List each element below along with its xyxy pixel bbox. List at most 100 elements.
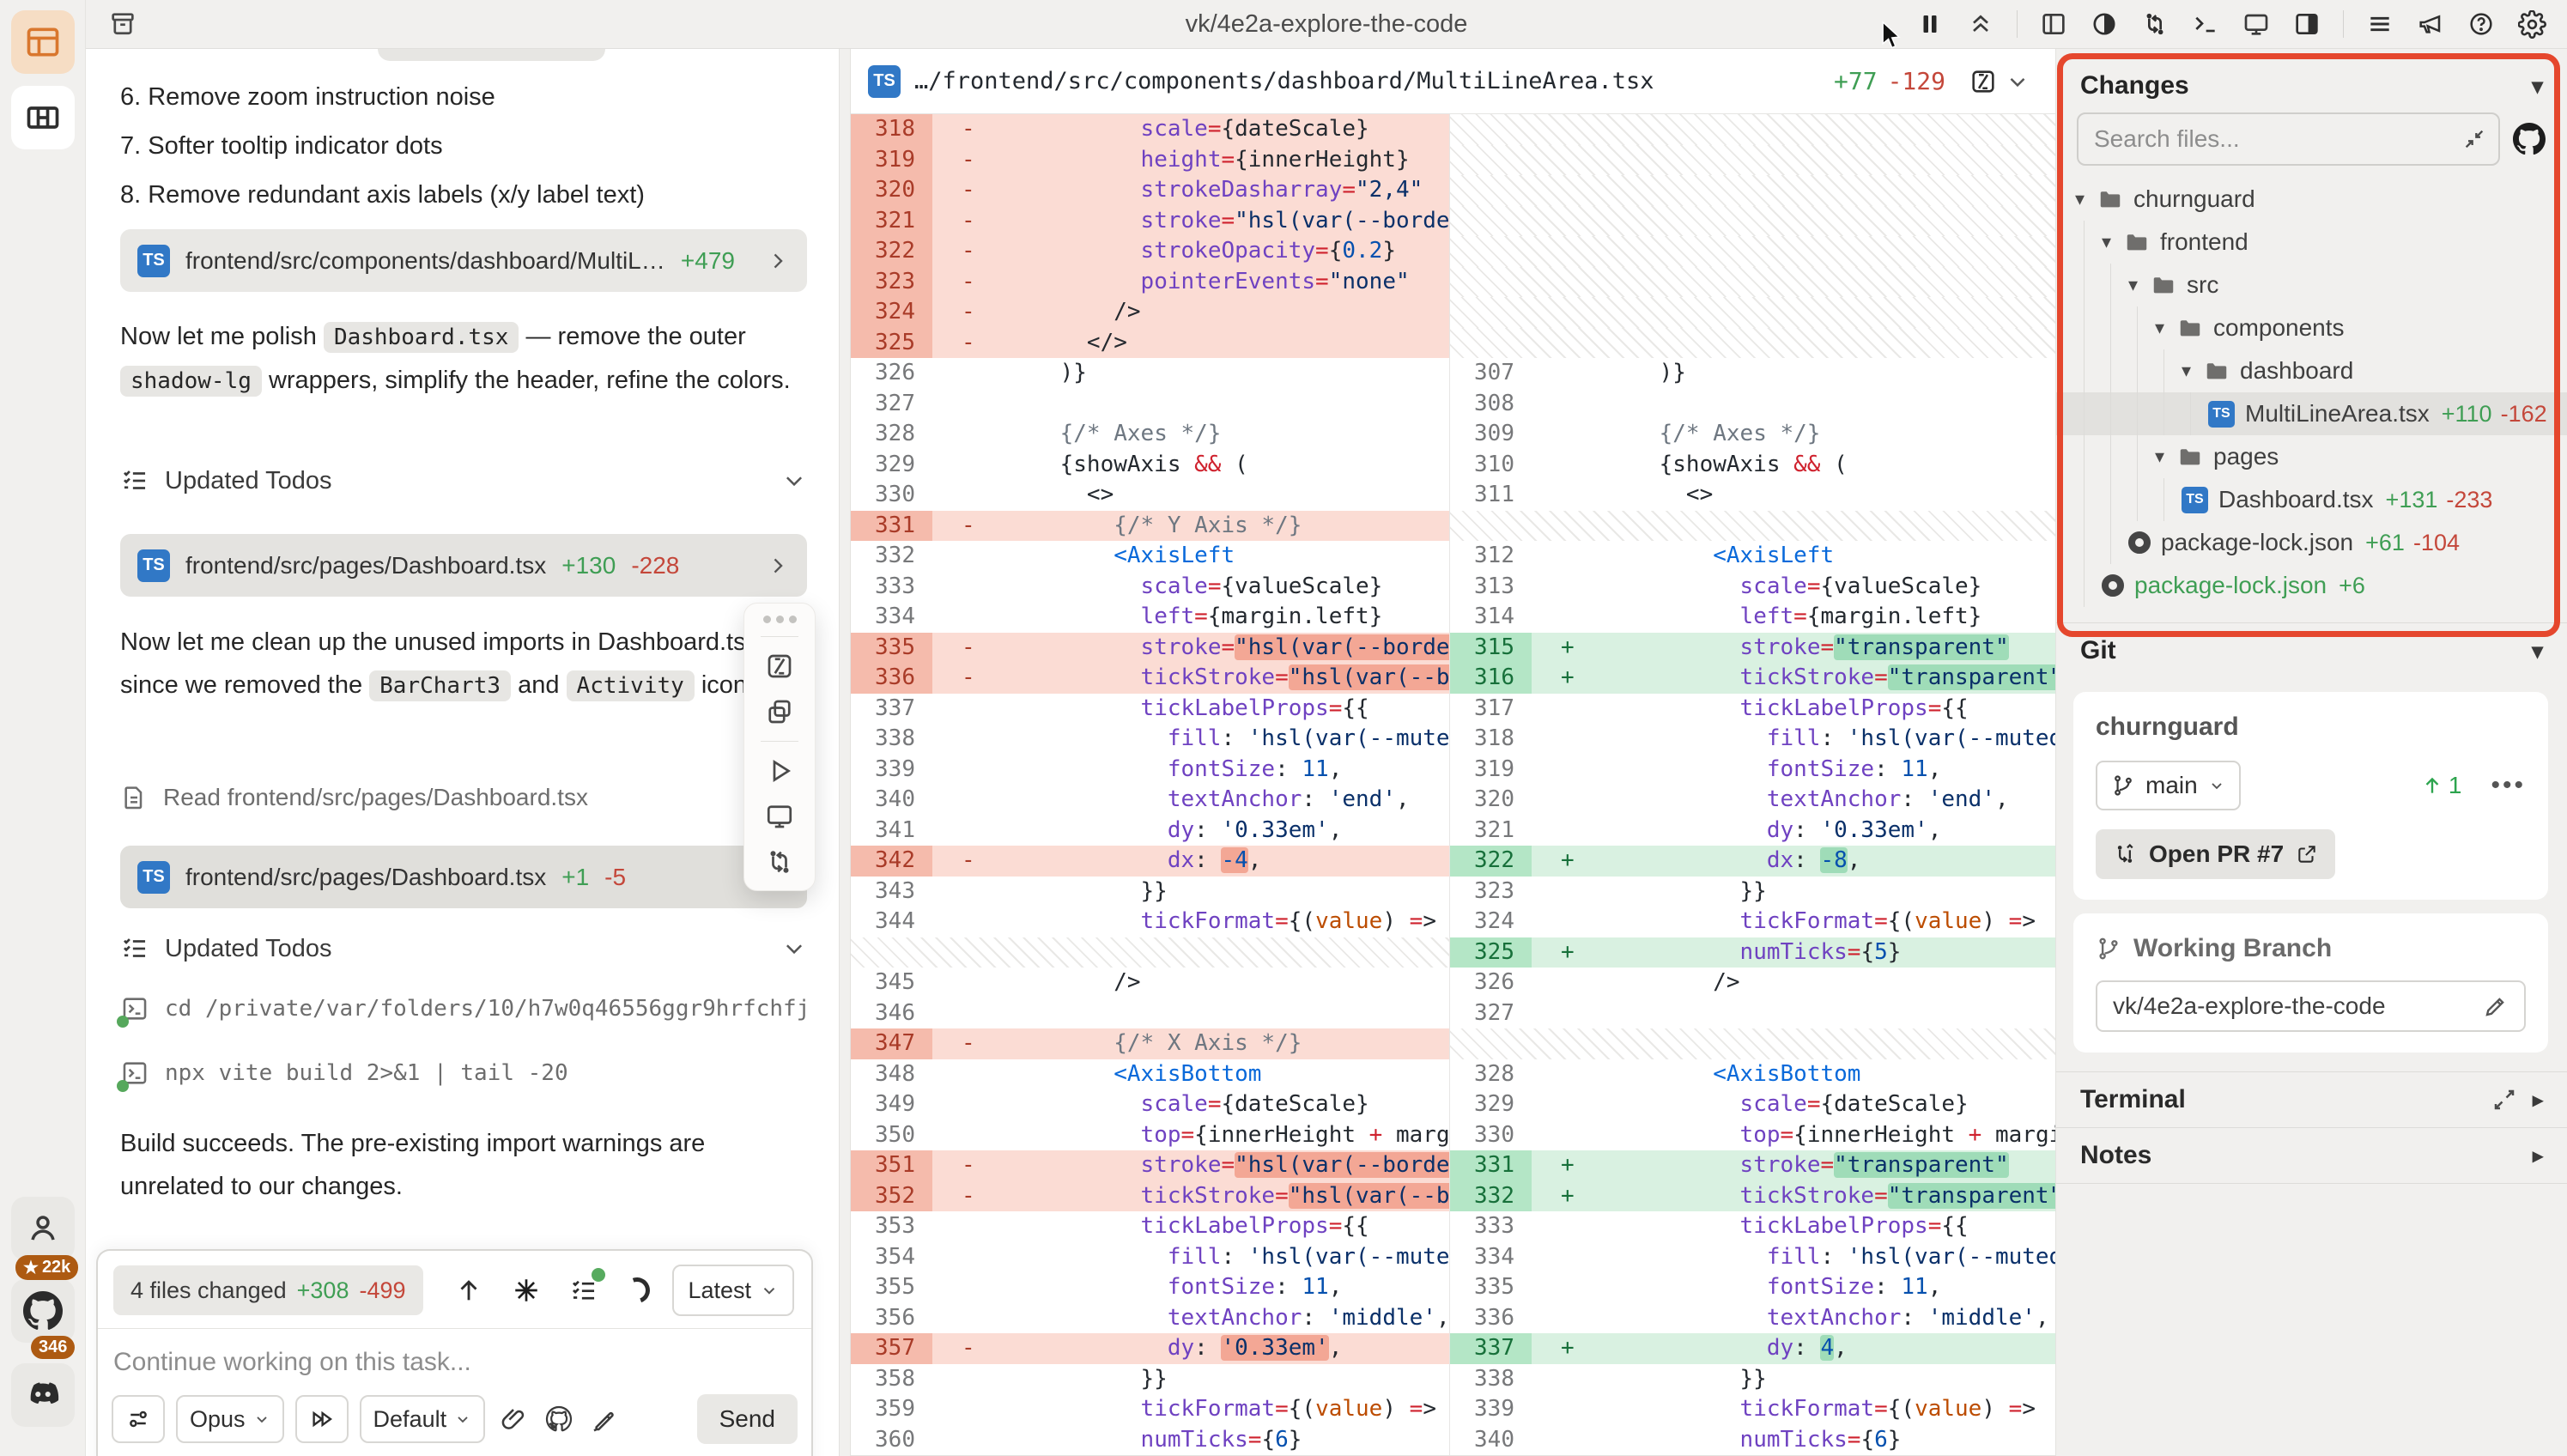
tree-caret-icon[interactable]: ▾ [2102, 231, 2124, 253]
diff-layout-button[interactable] [1966, 64, 2000, 99]
announcements-button[interactable] [2416, 9, 2445, 39]
file-change-chip[interactable]: TS frontend/src/pages/Dashboard.tsx +1 -… [120, 846, 807, 908]
tree-folder-row[interactable]: ▾src [2056, 264, 2567, 306]
diff-half: 330 top={innerHeight + margin.top} [1449, 1120, 2055, 1151]
tree-file-row[interactable]: package-lock.json+6 [2056, 564, 2567, 607]
diff-half: 327 [1449, 998, 2055, 1029]
diff-view-button[interactable] [763, 650, 796, 682]
diff-row: 319- height={innerHeight} [851, 145, 2055, 176]
diff-change-marker: - [932, 145, 1006, 176]
diff-row: 323- pointerEvents="none" [851, 267, 2055, 298]
diff-code-line: }} [1006, 1364, 1449, 1395]
archive-button[interactable] [108, 9, 137, 39]
changes-section-header[interactable]: Changes ▾ [2056, 49, 2567, 100]
tree-folder-row[interactable]: ▾dashboard [2056, 349, 2567, 392]
diff-half: 345 /> [851, 968, 1449, 998]
working-branch-field[interactable] [2096, 980, 2526, 1032]
git-section-header[interactable]: Git ▾ [2056, 623, 2567, 678]
tree-file-row[interactable]: TSDashboard.tsx+131-233 [2056, 478, 2567, 521]
collapse-diff-button[interactable] [2000, 64, 2035, 99]
diff-half: 352- tickStroke="hsl(var(--border))" [851, 1181, 1449, 1212]
tree-folder-row[interactable]: ▾pages [2056, 435, 2567, 478]
tree-caret-icon[interactable]: ▾ [2155, 317, 2177, 339]
tree-guide [2084, 221, 2102, 264]
tree-caret-icon[interactable]: ▾ [2155, 446, 2177, 468]
diff-row: 357- dy: '0.33em',337+ dy: 4, [851, 1333, 2055, 1364]
drag-handle-icon[interactable] [763, 616, 797, 623]
discord-button[interactable] [11, 1363, 75, 1427]
diff-code-line: <AxisLeft [1605, 541, 2055, 572]
tree-caret-icon[interactable]: ▾ [2075, 188, 2097, 210]
diff-code-line: tickFormat={(value) => [1006, 907, 1449, 937]
diff-row: 336- tickStroke="hsl(var(--border))"316+… [851, 663, 2055, 694]
file-change-chip[interactable]: TS frontend/src/pages/Dashboard.tsx +130… [120, 534, 807, 597]
attach-button[interactable] [496, 1402, 531, 1436]
signature-pen-button[interactable] [587, 1402, 622, 1436]
file-search[interactable] [2077, 112, 2500, 166]
read-file-row[interactable]: Read frontend/src/pages/Dashboard.tsx [120, 784, 807, 811]
edit-pencil-icon[interactable] [2483, 993, 2509, 1019]
tree-caret-icon[interactable]: ▾ [2182, 360, 2204, 382]
model-select[interactable]: Opus [176, 1395, 284, 1443]
todo-list-button[interactable] [567, 1273, 601, 1307]
help-button[interactable] [2467, 9, 2496, 39]
updated-todos-row[interactable]: Updated Todos [120, 934, 807, 963]
file-change-chip[interactable]: TS frontend/src/components/dashboard/Mul… [120, 229, 807, 292]
collapse-all-button[interactable] [1966, 9, 1995, 39]
collapse-tree-button[interactable] [2457, 122, 2491, 156]
tree-file-row[interactable]: TSMultiLineArea.tsx+110-162 [2056, 392, 2567, 435]
git-more-menu[interactable]: ••• [2491, 771, 2526, 800]
fast-forward-button[interactable] [295, 1395, 349, 1443]
version-select[interactable]: Latest [672, 1265, 794, 1316]
expand-icon[interactable] [2491, 1087, 2517, 1113]
send-button[interactable]: Send [697, 1394, 798, 1444]
theme-contrast-button[interactable] [2090, 9, 2119, 39]
run-button[interactable] [763, 755, 796, 787]
tree-guide [2084, 392, 2102, 435]
github-action-button[interactable] [542, 1402, 576, 1436]
tree-file-row[interactable]: package-lock.json+61-104 [2056, 521, 2567, 564]
files-changed-pill[interactable]: 4 files changed +308 -499 [113, 1265, 423, 1315]
working-branch-input[interactable] [2113, 992, 2483, 1020]
toggle-left-panel-button[interactable] [2039, 9, 2068, 39]
tree-folder-row[interactable]: ▾frontend [2056, 221, 2567, 264]
spark-button[interactable] [509, 1273, 543, 1307]
notes-section-header[interactable]: Notes ▸ [2056, 1128, 2567, 1183]
compare-button[interactable] [763, 846, 796, 878]
message-input[interactable] [98, 1329, 811, 1392]
terminal-section-header[interactable]: Terminal ▸ [2056, 1072, 2567, 1127]
diff-line-number: 358 [851, 1364, 932, 1395]
github-sync-icon[interactable] [2512, 122, 2546, 156]
github-button[interactable] [11, 1279, 75, 1343]
git-compare-button[interactable] [2140, 9, 2170, 39]
diff-row: 354 fill: 'hsl(var(--muted-foreground))'… [851, 1242, 2055, 1273]
mode-select[interactable]: Default [360, 1395, 486, 1443]
diff-line-number: 357 [851, 1333, 932, 1364]
copy-button[interactable] [763, 695, 796, 728]
diff-change-marker [1532, 785, 1605, 816]
tree-caret-icon[interactable]: ▾ [2128, 274, 2151, 296]
settings-button[interactable] [2517, 9, 2546, 39]
workspace-layout-button[interactable] [11, 10, 75, 74]
pause-button[interactable] [1915, 9, 1945, 39]
menu-button[interactable] [2365, 9, 2394, 39]
account-button[interactable] [11, 1197, 75, 1260]
diff-change-marker [932, 785, 1006, 816]
display-button[interactable] [2242, 9, 2271, 39]
preview-button[interactable] [763, 800, 796, 833]
tree-folder-row[interactable]: ▾churnguard [2056, 178, 2567, 221]
scroll-to-top-button[interactable] [452, 1273, 486, 1307]
toggle-right-panel-button[interactable] [2292, 9, 2321, 39]
updated-todos-row[interactable]: Updated Todos [120, 466, 807, 495]
composer-settings-button[interactable] [112, 1395, 165, 1443]
diff-row: 347- {/* X Axis */} [851, 1028, 2055, 1059]
commits-ahead[interactable]: 1 [2421, 772, 2462, 799]
open-pr-button[interactable]: Open PR #7 [2096, 829, 2335, 879]
grid-layout-button[interactable] [11, 86, 75, 149]
search-input[interactable] [2078, 125, 2498, 153]
tree-folder-row[interactable]: ▾components [2056, 306, 2567, 349]
terminal-button[interactable] [2191, 9, 2220, 39]
terminal-command-row[interactable]: cd /private/var/folders/10/h7w0q46556ggr… [120, 994, 807, 1023]
terminal-command-row[interactable]: npx vite build 2>&1 | tail -20 [120, 1059, 807, 1088]
branch-select[interactable]: main [2096, 761, 2241, 810]
